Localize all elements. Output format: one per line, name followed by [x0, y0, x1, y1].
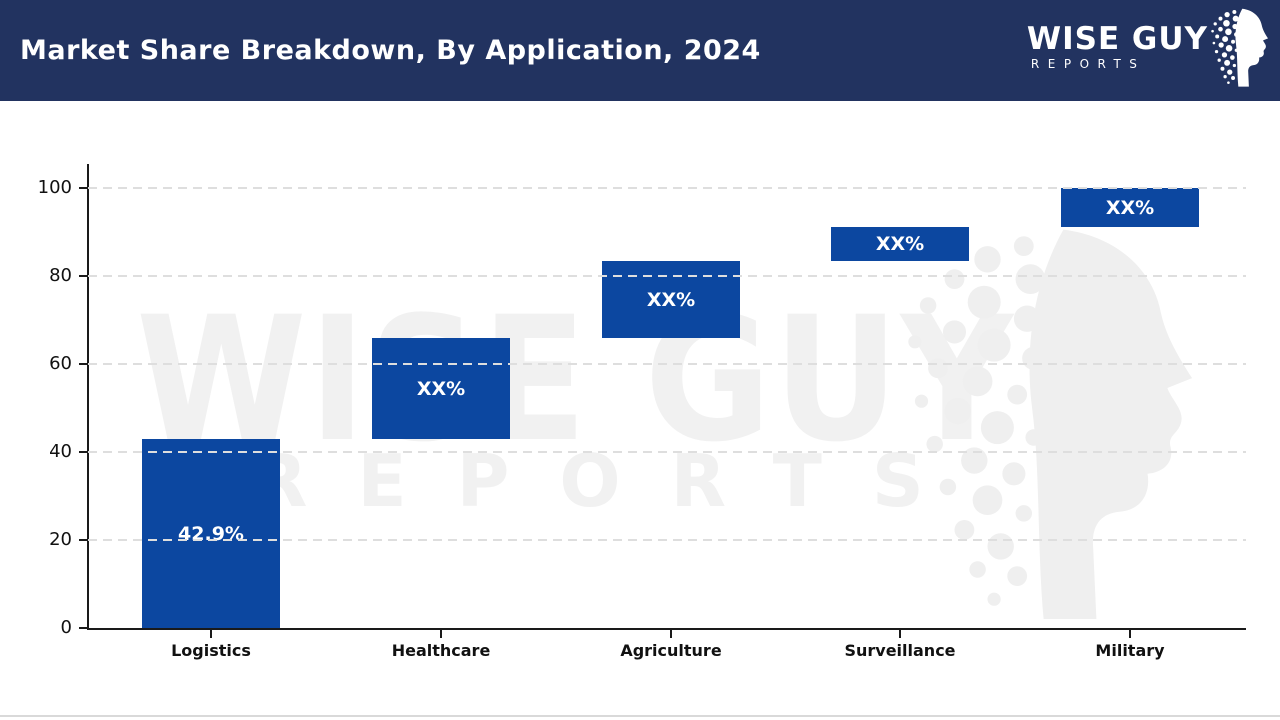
x-axis-line [87, 628, 1246, 630]
bar-military: XX% [1061, 188, 1199, 228]
bar-value-label: XX% [1105, 196, 1155, 219]
gridline-y20 [88, 539, 1246, 541]
y-tick-label: 0 [60, 617, 72, 638]
y-tick-mark [79, 275, 87, 277]
gridline-y60 [88, 363, 1246, 365]
logo-brand-subtitle: REPORTS [1030, 56, 1146, 71]
bar-value-label: XX% [875, 233, 925, 256]
x-category-label: Surveillance [844, 641, 956, 660]
x-category-label: Logistics [171, 641, 251, 660]
y-tick-label: 20 [49, 529, 72, 550]
y-tick-mark [79, 451, 87, 453]
y-tick-label: 100 [37, 177, 72, 198]
x-tick-mark [899, 630, 901, 638]
bar-value-label: XX% [646, 288, 696, 311]
x-category-label: Healthcare [391, 641, 491, 660]
y-tick-mark [79, 627, 87, 629]
x-tick-mark [440, 630, 442, 638]
gridline-y100 [88, 187, 1246, 189]
x-tick-mark [1129, 630, 1131, 638]
page-title: Market Share Breakdown, By Application, … [20, 35, 761, 66]
bar-value-label: XX% [416, 377, 466, 400]
y-tick-label: 80 [49, 265, 72, 286]
x-category-label: Agriculture [620, 641, 722, 660]
y-tick-mark [79, 539, 87, 541]
x-category-label: Military [1095, 641, 1165, 660]
bar-healthcare: XX% [372, 338, 510, 440]
x-tick-mark [670, 630, 672, 638]
bar-agriculture: XX% [602, 261, 740, 339]
gridline-y80 [88, 275, 1246, 277]
y-tick-label: 40 [49, 441, 72, 462]
bar-surveillance: XX% [831, 227, 969, 262]
wiseguy-logo: WISE GUY REPORTS [1027, 4, 1270, 90]
logo-brand-name: WISE GUY [1026, 21, 1208, 58]
watermark-head-icon [908, 229, 1193, 619]
footer-divider [0, 715, 1280, 717]
wiseguy-head-icon [1211, 8, 1269, 87]
x-tick-mark [210, 630, 212, 638]
wiseguy-logo-text: WISE GUY REPORTS [1027, 23, 1208, 71]
waterfall-chart: WISE GUY REPORTS 0 20 40 60 80 100 42.9% Logist… [0, 101, 1280, 720]
gridline-y40 [88, 451, 1246, 453]
y-tick-mark [79, 363, 87, 365]
y-tick-label: 60 [49, 353, 72, 374]
bar-logistics: 42.9% [142, 439, 280, 628]
y-tick-mark [79, 187, 87, 189]
y-axis-line [87, 164, 89, 630]
bar-value-label: 42.9% [178, 522, 244, 545]
report-header: Market Share Breakdown, By Application, … [0, 0, 1280, 101]
